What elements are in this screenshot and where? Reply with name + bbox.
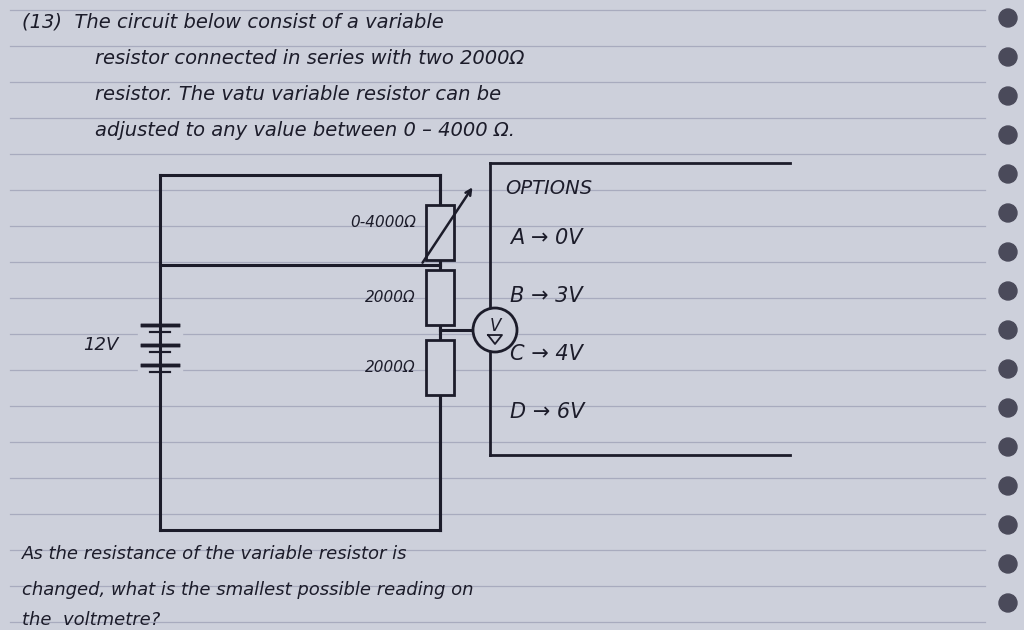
Circle shape (999, 321, 1017, 339)
Circle shape (999, 87, 1017, 105)
Circle shape (999, 477, 1017, 495)
Text: As the resistance of the variable resistor is: As the resistance of the variable resist… (22, 545, 408, 563)
Circle shape (999, 9, 1017, 27)
Bar (426, 205, 454, 260)
Circle shape (999, 282, 1017, 300)
Bar (426, 340, 454, 395)
Text: (13)  The circuit below consist of a variable: (13) The circuit below consist of a vari… (22, 13, 443, 32)
Circle shape (999, 204, 1017, 222)
Circle shape (999, 165, 1017, 183)
Circle shape (999, 360, 1017, 378)
Circle shape (999, 48, 1017, 66)
Circle shape (473, 308, 517, 352)
Text: C → 4V: C → 4V (510, 344, 583, 364)
Text: A → 0V: A → 0V (510, 228, 583, 248)
Circle shape (999, 243, 1017, 261)
Text: V: V (489, 317, 501, 335)
Text: changed, what is the smallest possible reading on: changed, what is the smallest possible r… (22, 581, 473, 599)
Text: 12V: 12V (83, 336, 118, 354)
Circle shape (999, 555, 1017, 573)
Circle shape (999, 126, 1017, 144)
Text: OPTIONS: OPTIONS (505, 178, 592, 197)
Text: 2000Ω: 2000Ω (366, 360, 416, 375)
Circle shape (999, 516, 1017, 534)
Text: D → 6V: D → 6V (510, 402, 585, 422)
Circle shape (999, 594, 1017, 612)
Text: 2000Ω: 2000Ω (366, 290, 416, 305)
Text: resistor. The vatu variable resistor can be: resistor. The vatu variable resistor can… (95, 84, 501, 103)
Bar (138, 315, 182, 390)
Bar (426, 270, 454, 325)
Text: resistor connected in series with two 2000Ω: resistor connected in series with two 20… (95, 49, 524, 67)
Circle shape (999, 399, 1017, 417)
Text: B → 3V: B → 3V (510, 286, 583, 306)
Text: the  voltmetre?: the voltmetre? (22, 611, 160, 629)
Text: 0-4000Ω: 0-4000Ω (350, 215, 416, 230)
Circle shape (999, 438, 1017, 456)
Text: adjusted to any value between 0 – 4000 Ω.: adjusted to any value between 0 – 4000 Ω… (95, 120, 515, 139)
